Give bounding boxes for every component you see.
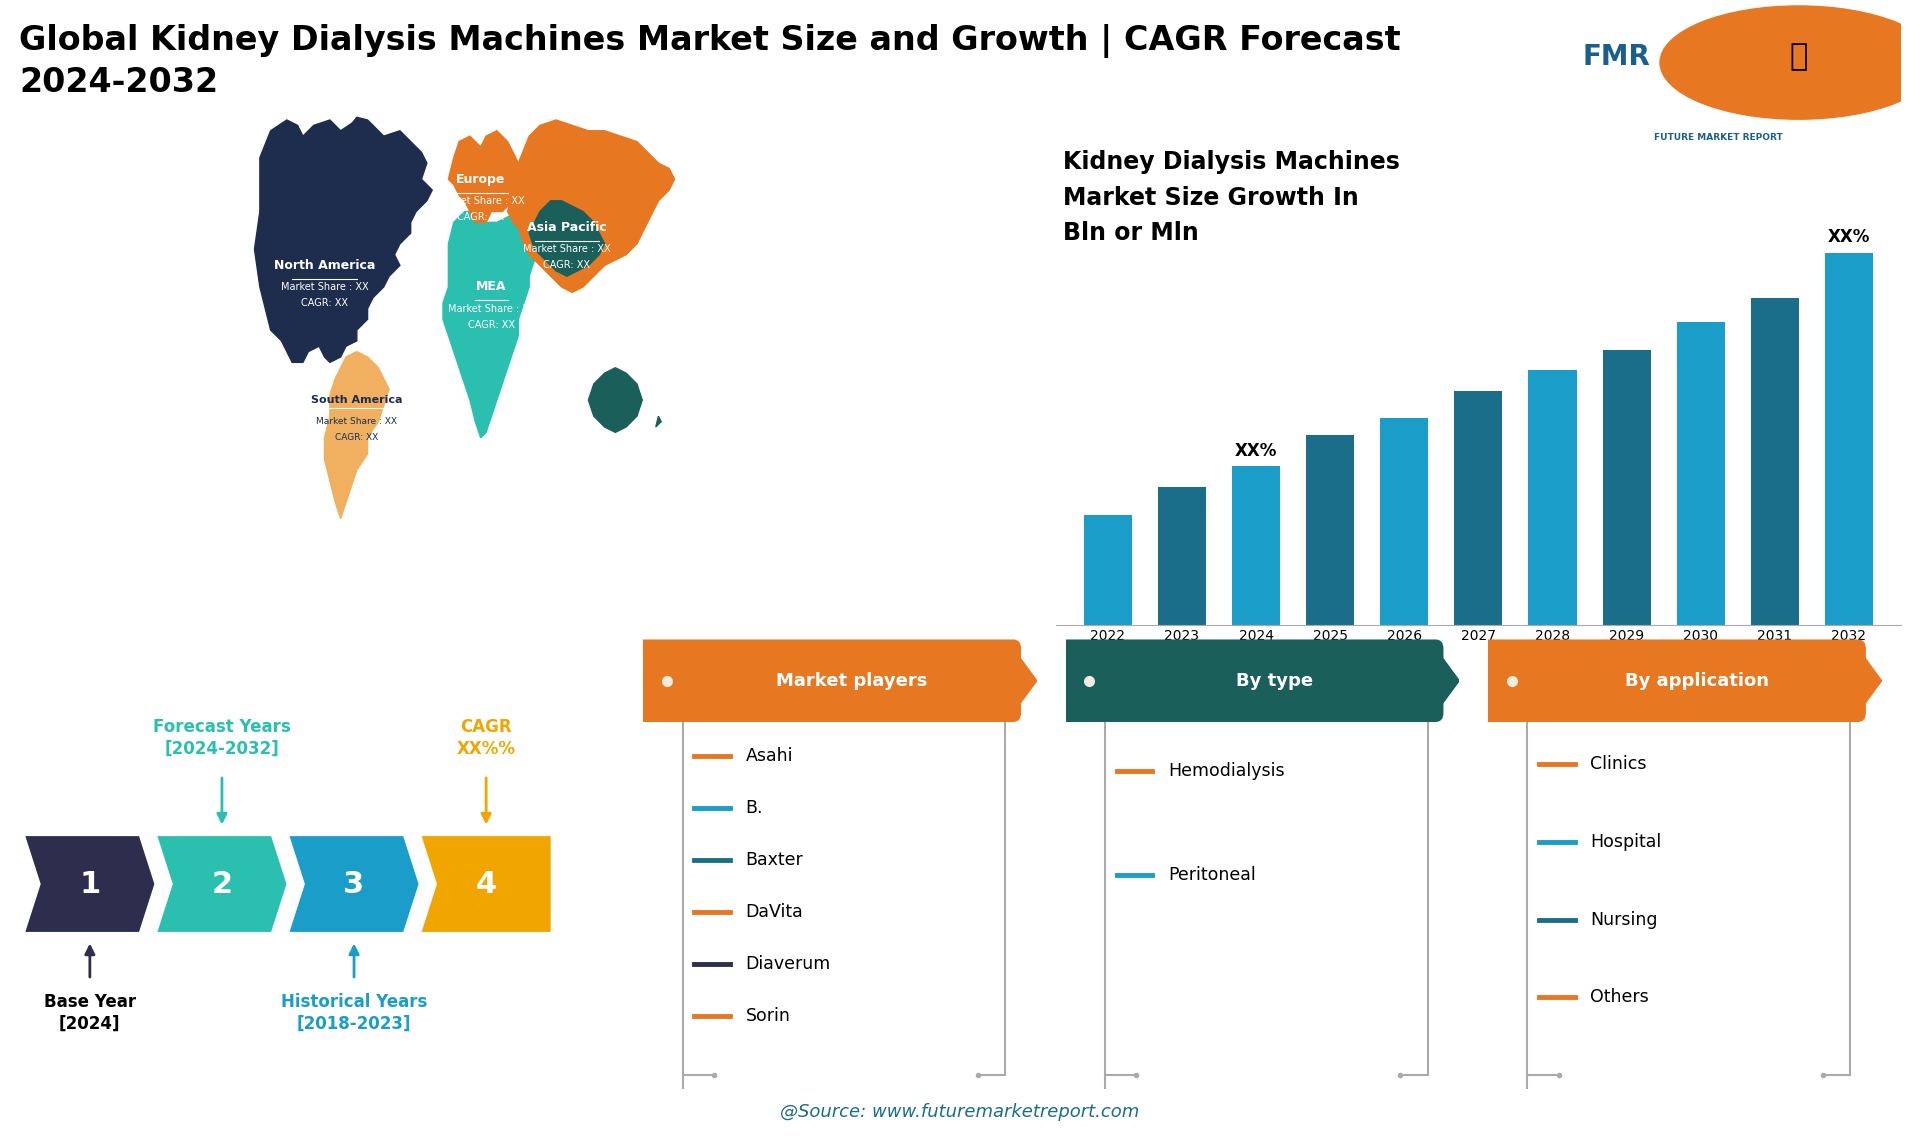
Circle shape [1661,6,1920,119]
Text: DaVita: DaVita [745,903,803,920]
Text: Market players: Market players [776,672,927,690]
Text: Diaverum: Diaverum [745,955,831,973]
Text: Peritoneal: Peritoneal [1167,866,1256,885]
Text: Sorin: Sorin [745,1006,791,1025]
Polygon shape [588,368,643,432]
Text: Forecast Years
[2024-2032]: Forecast Years [2024-2032] [154,717,290,758]
Text: FUTURE MARKET REPORT: FUTURE MARKET REPORT [1653,133,1784,142]
Text: 1: 1 [79,870,100,898]
Text: Clinics: Clinics [1590,755,1647,772]
Text: Europe: Europe [457,173,505,186]
Bar [1380,418,1428,625]
Text: CAGR: XX: CAGR: XX [468,320,515,330]
FancyBboxPatch shape [1480,639,1866,722]
Text: CAGR: XX: CAGR: XX [543,260,589,270]
Text: South America: South America [311,395,403,405]
Text: 4: 4 [476,870,497,898]
Text: B.: B. [745,799,762,817]
Polygon shape [324,352,390,518]
Text: Market Share : XX: Market Share : XX [280,282,369,292]
Polygon shape [290,837,419,932]
Text: MEA: MEA [476,281,507,293]
Polygon shape [449,131,524,222]
Polygon shape [422,837,551,932]
Text: Market Share : XX: Market Share : XX [447,304,536,314]
Text: Market Share : XX: Market Share : XX [522,244,611,254]
Polygon shape [507,120,674,292]
Text: Global Kidney Dialysis Machines Market Size and Growth | CAGR Forecast
2024-2032: Global Kidney Dialysis Machines Market S… [19,24,1402,100]
Text: Others: Others [1590,989,1649,1006]
Polygon shape [657,416,660,427]
Text: 📊: 📊 [1789,42,1809,71]
Polygon shape [444,212,540,438]
Text: Baxter: Baxter [745,850,803,869]
Bar [1453,391,1503,625]
Text: Asia Pacific: Asia Pacific [526,221,607,234]
Polygon shape [255,120,432,362]
Text: Base Year
[2024]: Base Year [2024] [44,992,136,1033]
FancyBboxPatch shape [1058,639,1444,722]
Bar [1528,370,1576,625]
Polygon shape [25,837,154,932]
Text: Market Share : XX: Market Share : XX [317,417,397,426]
Bar [1603,350,1651,625]
Bar [1751,298,1799,625]
Text: Asahi: Asahi [745,747,793,764]
Text: Historical Years
[2018-2023]: Historical Years [2018-2023] [280,992,428,1033]
Text: XX%: XX% [1828,228,1870,246]
Polygon shape [1014,649,1037,713]
FancyBboxPatch shape [636,639,1021,722]
Text: CAGR
XX%%: CAGR XX%% [457,717,516,758]
Text: 2: 2 [211,870,232,898]
Text: Market Share : XX: Market Share : XX [438,196,524,206]
Bar [1824,253,1874,625]
Bar [1306,435,1354,625]
Text: By type: By type [1236,672,1313,690]
Bar [1083,515,1133,625]
Text: Hemodialysis: Hemodialysis [1167,762,1284,780]
Text: XX%: XX% [1235,441,1277,460]
Polygon shape [157,837,286,932]
Text: CAGR: XX: CAGR: XX [336,433,378,442]
Bar [1233,466,1281,625]
Polygon shape [530,201,605,276]
Text: Kidney Dialysis Machines
Market Size Growth In
Bln or Mln: Kidney Dialysis Machines Market Size Gro… [1064,150,1400,245]
Text: 3: 3 [344,870,365,898]
Polygon shape [1859,649,1882,713]
Polygon shape [346,117,372,142]
Text: FMR: FMR [1582,42,1649,71]
Text: Hospital: Hospital [1590,833,1661,850]
Bar [1158,487,1206,625]
Text: Nursing: Nursing [1590,911,1657,928]
Text: CAGR: XX: CAGR: XX [457,212,505,222]
Bar [1676,322,1724,625]
Text: By application: By application [1624,672,1768,690]
Text: @Source: www.futuremarketreport.com: @Source: www.futuremarketreport.com [780,1102,1140,1121]
Text: CAGR: XX: CAGR: XX [301,298,348,308]
Text: North America: North America [275,259,374,272]
Polygon shape [1436,649,1459,713]
